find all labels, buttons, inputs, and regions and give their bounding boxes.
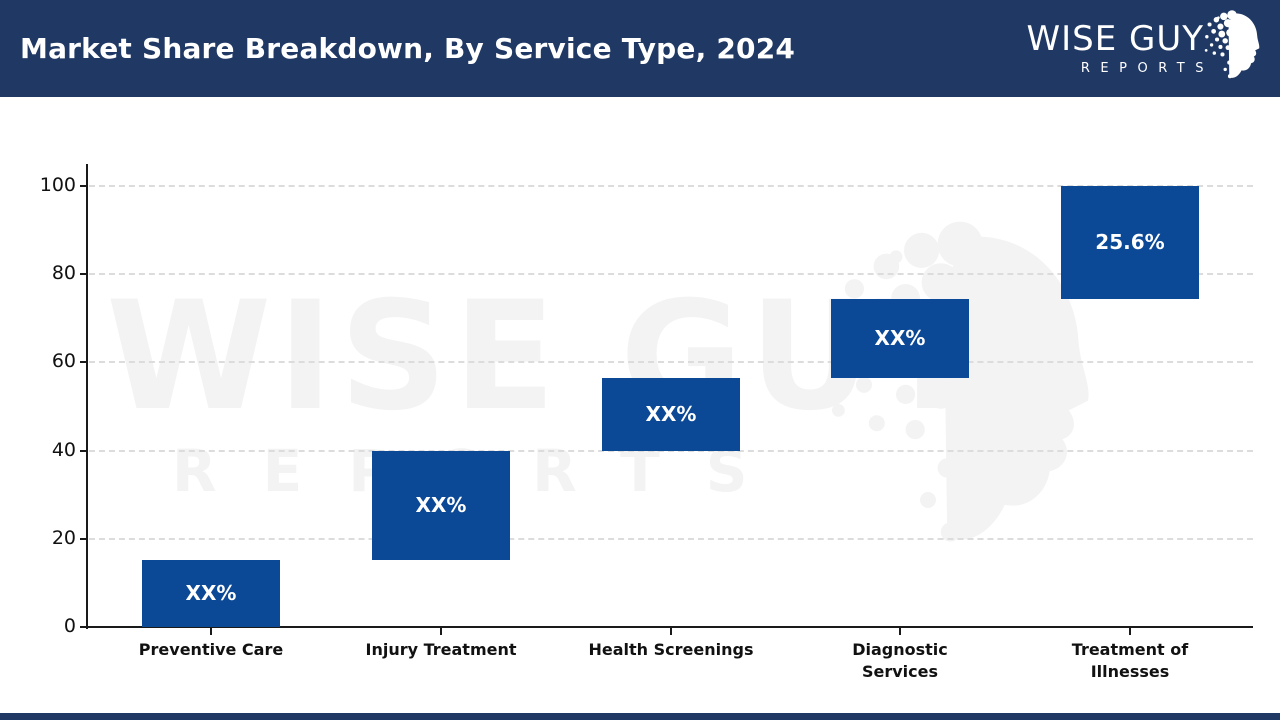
y-axis-tickmark-80: [80, 273, 87, 276]
bar-diagnostic-services: XX%: [831, 298, 969, 378]
y-axis-line: [85, 164, 88, 629]
header-bar: Market Share Breakdown, By Service Type,…: [0, 0, 1280, 97]
x-axis-tickmark-preventive-care: [210, 628, 212, 635]
y-axis-tickmark-0: [80, 626, 87, 628]
x-axis-tickmark-injury-treatment: [440, 628, 442, 635]
y-axis-tick-label-60: 60: [51, 350, 76, 373]
y-axis-tick-label-0: 0: [63, 615, 76, 637]
gridline-20: [89, 537, 1253, 540]
y-axis-tick-label-80: 80: [51, 262, 76, 285]
x-axis-tickmark-treatment-of-illnesses: [1129, 628, 1131, 635]
logo-text: WISE GUY REPORTS: [1026, 22, 1204, 75]
wise-guy-logo: WISE GUY REPORTS: [1026, 8, 1280, 90]
x-axis-category-label-health-screenings: Health Screenings: [588, 640, 754, 659]
y-axis-tickmark-100: [80, 185, 87, 187]
dotted-head-icon: [1204, 9, 1260, 78]
bar-treatment-of-illnesses: 25.6%: [1061, 186, 1199, 299]
chart-title: Market Share Breakdown, By Service Type,…: [20, 32, 796, 65]
y-axis-tick-label-40: 40: [51, 438, 76, 461]
bar-health-screenings: XX%: [602, 377, 740, 452]
y-axis-tick-label-20: 20: [51, 526, 76, 549]
x-axis-category-label-diagnostic-services: Diagnostic Services: [852, 640, 948, 682]
x-axis-category-label-preventive-care: Preventive Care: [138, 640, 284, 659]
x-axis-line: [85, 625, 1253, 628]
footer-bar: [0, 713, 1280, 720]
y-axis-tickmark-60: [80, 361, 87, 364]
x-axis-tickmark-health-screenings: [670, 628, 672, 635]
gridline-60: [89, 361, 1253, 364]
bar-preventive-care: XX%: [142, 559, 280, 627]
bar-value-label-treatment-of-illnesses: 25.6%: [1095, 230, 1165, 255]
y-axis-tick-label-100: 100: [39, 174, 76, 196]
x-axis-category-label-treatment-of-illnesses: Treatment of Illnesses: [1071, 640, 1189, 682]
logo-brand-subtitle: REPORTS: [1080, 61, 1214, 76]
gridline-80: [89, 273, 1253, 276]
gridline-100: [89, 185, 1253, 187]
bar-value-label-diagnostic-services: XX%: [874, 326, 926, 351]
x-axis-tickmark-diagnostic-services: [899, 628, 901, 635]
y-axis-tickmark-40: [80, 449, 87, 452]
bar-value-label-injury-treatment: XX%: [415, 493, 467, 518]
logo-brand-name: WISE GUY: [1026, 19, 1204, 59]
bar-value-label-preventive-care: XX%: [185, 581, 237, 606]
bar-value-label-health-screenings: XX%: [645, 402, 697, 427]
bar-injury-treatment: XX%: [372, 451, 510, 560]
y-axis-tickmark-20: [80, 537, 87, 540]
x-axis-category-label-injury-treatment: Injury Treatment: [365, 640, 517, 659]
